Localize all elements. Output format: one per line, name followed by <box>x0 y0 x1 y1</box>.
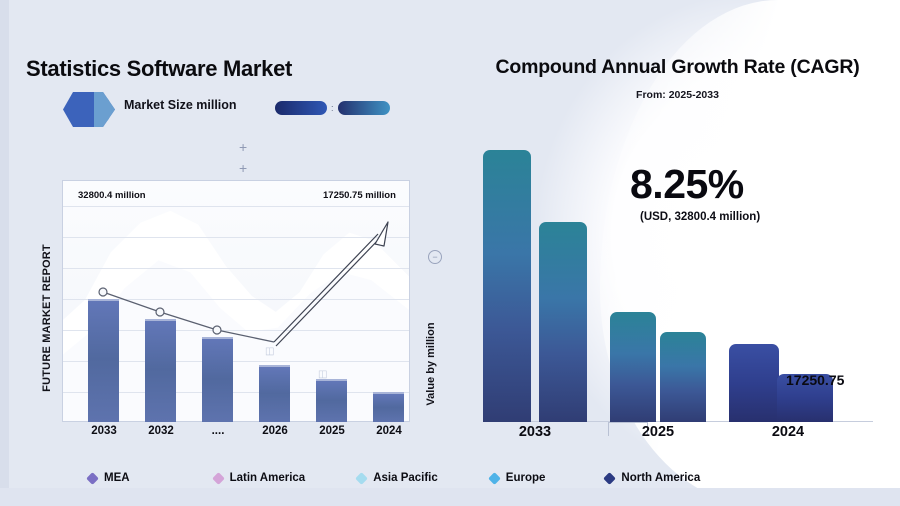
gradient-pill-icon <box>275 101 327 115</box>
rx-label-2025: 2025 <box>641 424 675 440</box>
rbar-2024-secondary <box>777 374 833 422</box>
legend-item-north-america[interactable]: North America <box>603 471 701 485</box>
series-legend-label: Market Size million <box>124 98 237 112</box>
legend-dot-icon <box>487 471 501 485</box>
left-chart-x-axis: 2033 2032 .... 2026 2025 2024 <box>62 425 410 447</box>
plus-icon: + <box>239 160 248 176</box>
legend-dot-icon <box>603 471 617 485</box>
legend-label: Asia Pacific <box>373 472 438 484</box>
legend-item-asia-pacific[interactable]: Asia Pacific <box>355 471 438 485</box>
x-label-1: 2032 <box>148 425 174 437</box>
rbar-2033-secondary <box>539 222 587 422</box>
rx-label-2024: 2024 <box>771 424 805 440</box>
bracket-marker <box>608 422 648 436</box>
hexagon-split-icon <box>63 92 115 127</box>
pill-separator: : <box>331 103 334 113</box>
minus-circle-icon: − <box>428 250 442 264</box>
bar-2024 <box>373 392 404 422</box>
y-axis-label: FUTURE MARKET REPORT <box>41 244 53 392</box>
rbar-2033-primary <box>483 150 531 422</box>
x-label-2: .... <box>211 425 225 437</box>
rbar-2024-primary <box>729 344 779 422</box>
legend-item-europe[interactable]: Europe <box>487 471 546 485</box>
legend-dot-icon <box>211 471 225 485</box>
plus-icon: + <box>239 139 248 155</box>
footer-legend: MEA Latin America Asia Pacific Europe No… <box>0 471 900 485</box>
rbar-2025-secondary <box>660 332 706 422</box>
legend-label: Europe <box>505 472 546 484</box>
gradient-pill-icon <box>337 101 390 115</box>
end-value-label: 17250.75 million <box>323 190 396 201</box>
start-value-label: 32800.4 million <box>78 190 146 201</box>
cagr-currency-note: (USD, 32800.4 million) <box>640 211 761 223</box>
legend-dot-icon <box>86 471 99 485</box>
legend-item-mea[interactable]: MEA <box>86 471 130 485</box>
legend-label: North America <box>621 472 701 484</box>
x-label-4: 2025 <box>319 425 345 437</box>
cagr-value: 8.25% <box>630 161 744 207</box>
left-panel: Statistics Software Market Market Size m… <box>26 56 442 447</box>
bar-2025 <box>316 379 347 422</box>
bottom-strip <box>0 488 900 506</box>
rbar-2025-primary <box>610 312 656 422</box>
page-title: Statistics Software Market <box>26 56 293 81</box>
pill-group: : <box>275 101 390 115</box>
right-chart-bars <box>455 150 900 436</box>
left-chart-bars <box>62 180 410 422</box>
box-icon: ◫ <box>265 346 275 357</box>
left-edge-accent <box>0 0 9 506</box>
rx-label-2033: 2033 <box>518 424 552 440</box>
x-label-5: 2024 <box>376 425 402 437</box>
legend-dot-icon <box>355 471 369 485</box>
legend-label: MEA <box>104 472 130 484</box>
x-label-0: 2033 <box>91 425 117 437</box>
trend-line-overlay <box>98 221 389 347</box>
legend-label: Latin America <box>229 472 306 484</box>
bar-2033 <box>88 299 119 422</box>
right-panel: Compound Annual Growth Rate (CAGR) From:… <box>455 0 900 506</box>
legend-item-latin-america[interactable]: Latin America <box>211 471 306 485</box>
bar-2032 <box>145 319 176 422</box>
bar-2026 <box>259 365 290 422</box>
y-axis-label-right: Value by million <box>425 322 437 406</box>
x-label-3: 2026 <box>262 425 288 437</box>
cagr-title: Compound Annual Growth Rate (CAGR) <box>495 56 860 78</box>
cagr-subtitle: From: 2025-2033 <box>636 89 719 101</box>
bar-dots <box>202 337 233 422</box>
end-value-data-label: 17250.75 <box>786 372 845 388</box>
box-icon: ◫ <box>318 369 328 380</box>
